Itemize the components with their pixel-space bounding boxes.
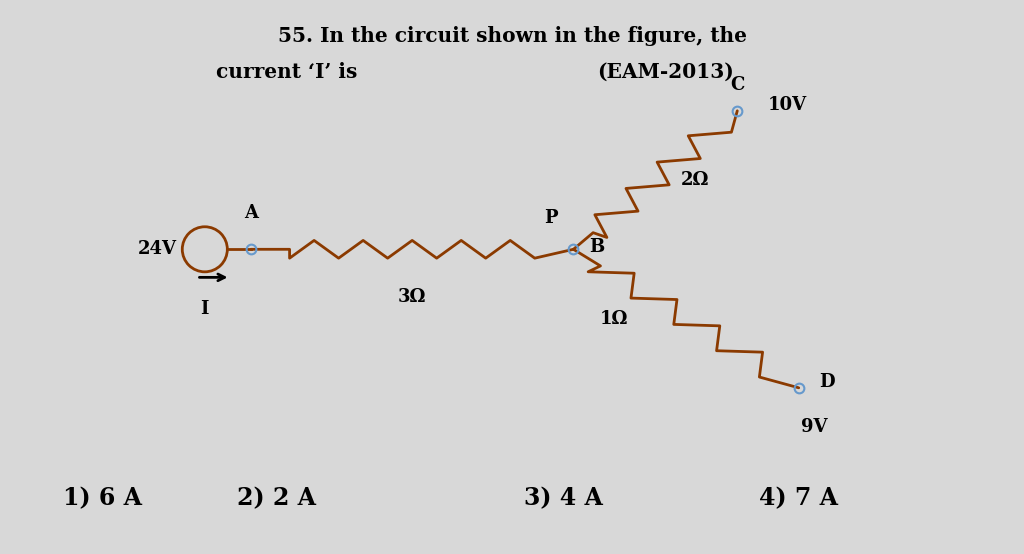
Text: (EAM-2013): (EAM-2013)	[597, 62, 734, 82]
Text: 10V: 10V	[768, 96, 807, 114]
Text: current ‘I’ is: current ‘I’ is	[216, 62, 357, 82]
Text: P: P	[544, 209, 558, 227]
Text: 1Ω: 1Ω	[600, 310, 629, 327]
Text: D: D	[819, 373, 835, 391]
Text: I: I	[201, 300, 209, 317]
Text: B: B	[589, 238, 604, 255]
Text: 24V: 24V	[138, 240, 177, 258]
Text: 4) 7 A: 4) 7 A	[759, 486, 839, 511]
Text: A: A	[244, 204, 258, 222]
Text: 1) 6 A: 1) 6 A	[62, 486, 142, 511]
Text: 2Ω: 2Ω	[681, 171, 710, 189]
Text: 55. In the circuit shown in the figure, the: 55. In the circuit shown in the figure, …	[278, 26, 746, 46]
Text: 3) 4 A: 3) 4 A	[523, 486, 603, 511]
Text: C: C	[730, 76, 744, 94]
Text: 9V: 9V	[801, 418, 827, 436]
Text: 2) 2 A: 2) 2 A	[237, 486, 316, 511]
Text: 3Ω: 3Ω	[398, 288, 426, 306]
